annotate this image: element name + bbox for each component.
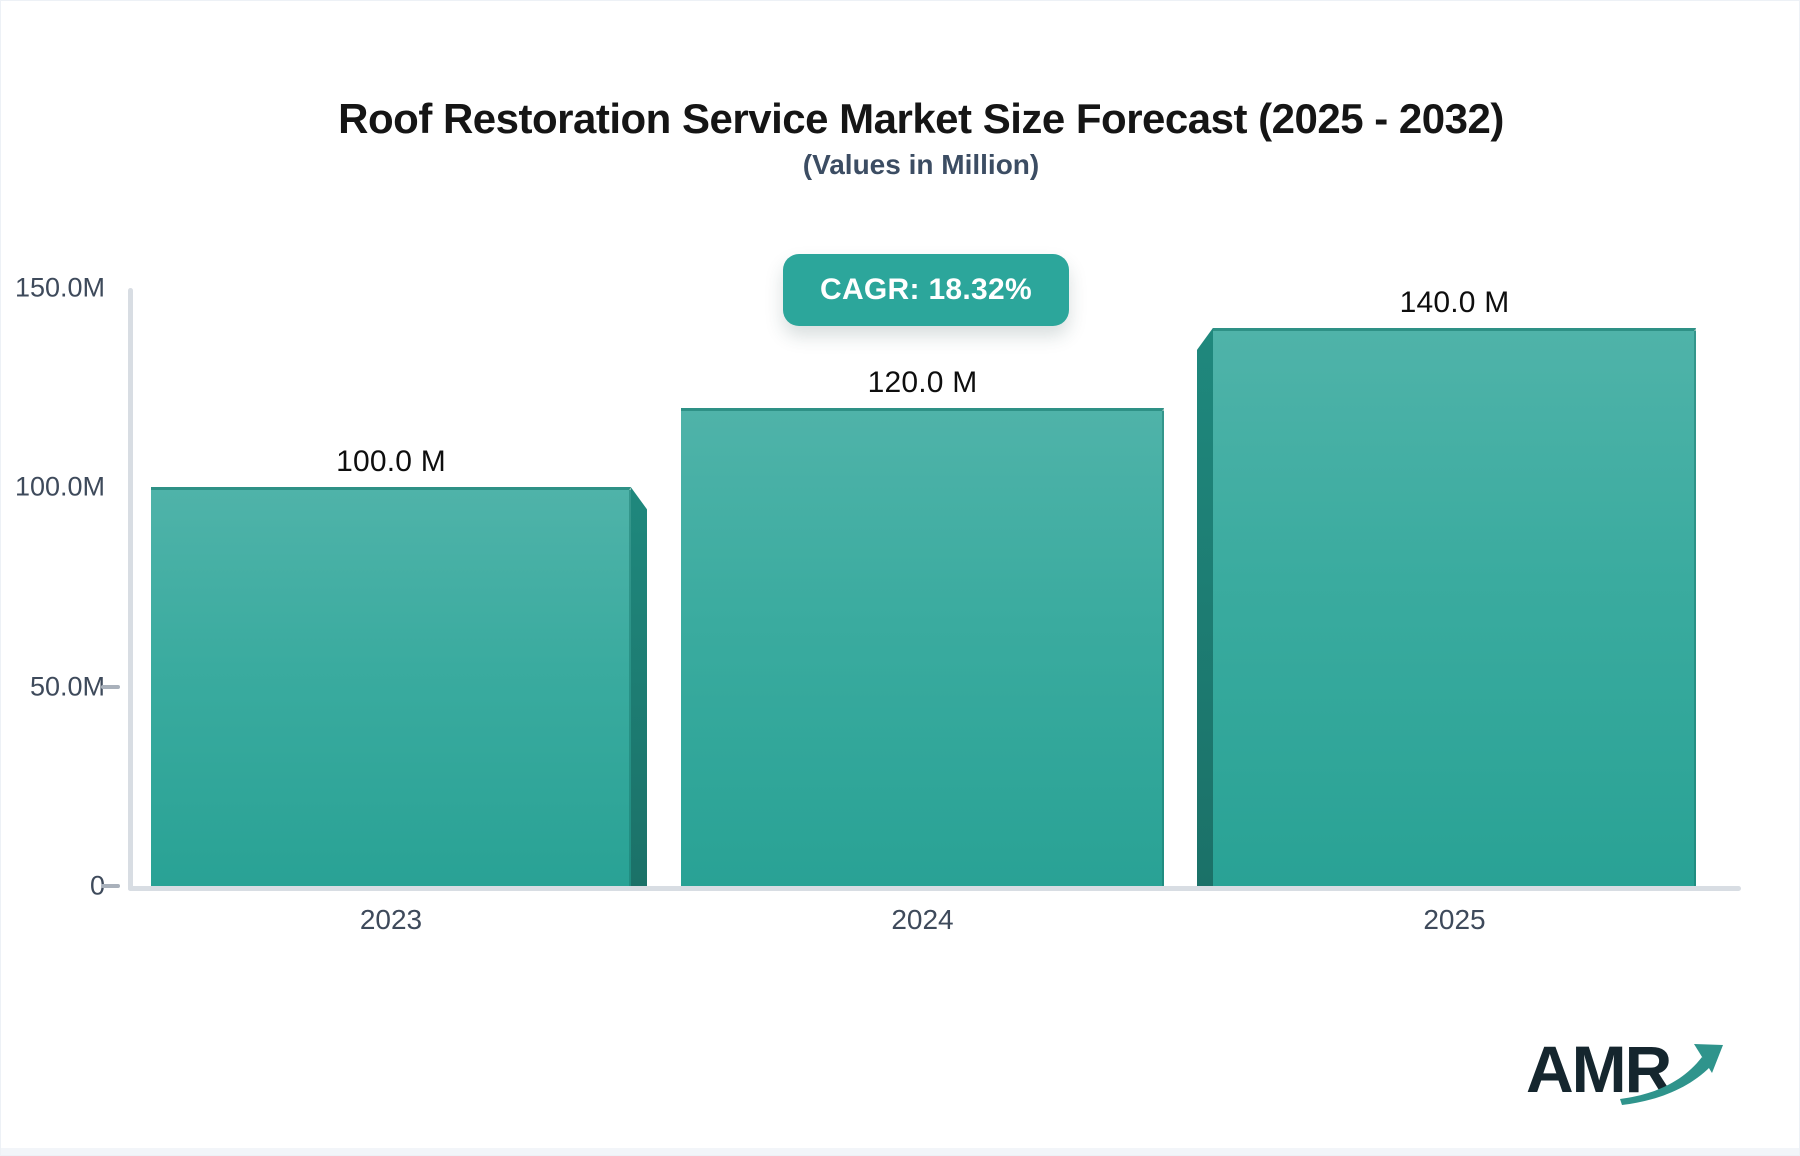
trend-up-arrow-icon — [1620, 1044, 1723, 1105]
bar-3d-side-face — [1197, 327, 1213, 886]
chart-subtitle: (Values in Million) — [802, 149, 1040, 180]
amr-logo: AMR — [1526, 1031, 1736, 1123]
bar-face — [151, 487, 631, 886]
plot-area: 100.0 M 120.0 M 140.0 M 2023 2024 2025 — [131, 286, 1741, 935]
bar-2025: 140.0 M — [1197, 286, 1696, 886]
bar-3d-side-face — [631, 487, 647, 886]
x-axis-category-label: 2024 — [891, 904, 954, 935]
x-axis-category-label: 2023 — [359, 904, 423, 935]
chart-title: Roof Restoration Service Market Size For… — [338, 95, 1504, 142]
bar-face — [681, 407, 1164, 886]
cagr-badge: CAGR: 18.32% — [783, 254, 1069, 326]
y-axis-tick-mark — [101, 884, 120, 888]
y-axis-line — [128, 288, 133, 891]
y-axis-tick-mark — [101, 685, 120, 689]
y-axis-tick-label: 150.0M — [14, 272, 105, 303]
bar-face — [1213, 327, 1696, 886]
x-axis-line — [128, 886, 1741, 891]
y-axis-tick-label: 50.0M — [29, 671, 105, 702]
bar-2023: 100.0 M — [151, 445, 647, 886]
y-axis-tick-label: 100.0M — [14, 471, 105, 502]
x-axis-category-label: 2025 — [1423, 904, 1486, 935]
bar-2024: 120.0 M — [681, 366, 1164, 886]
bar-value-label: 140.0 M — [1399, 285, 1510, 319]
y-axis-tick-label: 0 — [89, 870, 105, 901]
bar-value-label: 120.0 M — [867, 365, 978, 399]
cagr-badge-label: CAGR: 18.32% — [819, 273, 1032, 306]
bar-value-label: 100.0 M — [336, 445, 446, 479]
bottom-edge-strip — [1, 1148, 1799, 1155]
